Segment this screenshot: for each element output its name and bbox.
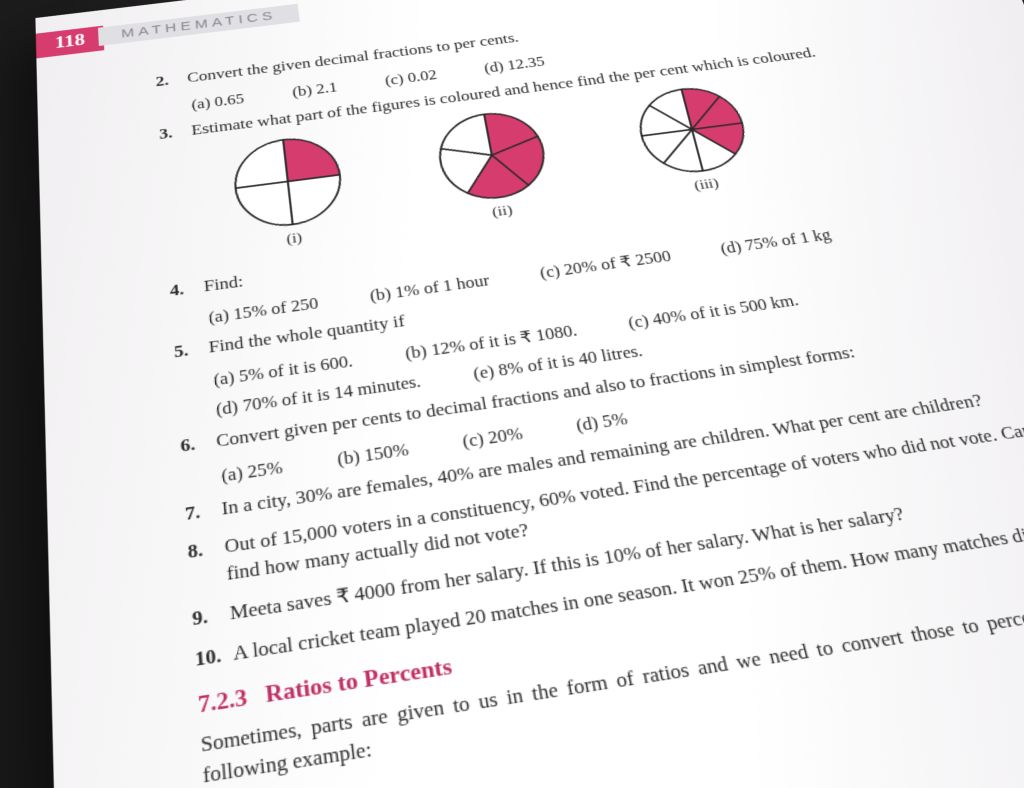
- pie-2: (ii): [431, 106, 558, 229]
- page-number-tab: 118: [36, 26, 104, 59]
- option-b: (b) 150%: [336, 438, 410, 473]
- question-number: 9.: [191, 600, 231, 634]
- option-a: (a) 0.65: [191, 90, 245, 116]
- pie-1: (i): [229, 131, 350, 257]
- question-number: 5.: [173, 336, 209, 364]
- option-c: (c) 20%: [461, 422, 525, 455]
- question-number: 3.: [159, 121, 193, 145]
- section-number: 7.2.3: [197, 685, 248, 718]
- question-number: 7.: [184, 496, 222, 528]
- page-header: MATHEMATICS: [98, 4, 300, 46]
- question-number: 2.: [155, 69, 188, 92]
- pie-chart-icon: [431, 106, 554, 206]
- question-number: 4.: [169, 275, 205, 302]
- pie-chart-icon: [630, 81, 757, 179]
- option-d: (d) 12.35: [483, 52, 547, 78]
- question-number: 6.: [180, 429, 218, 459]
- pie-3: (iii): [630, 81, 763, 202]
- option-d: (d) 5%: [574, 407, 630, 438]
- option-b: (b) 2.1: [291, 78, 338, 103]
- question-number: 8.: [187, 534, 228, 594]
- question-number: 10.: [194, 640, 234, 675]
- page-content: 2. Convert the given decimal fractions t…: [155, 0, 1024, 788]
- option-a: (a) 25%: [220, 456, 283, 490]
- pie-chart-icon: [229, 131, 347, 233]
- option-c: (c) 0.02: [384, 66, 439, 91]
- photo-frame: 118 MATHEMATICS 2. Convert the given dec…: [0, 0, 1024, 788]
- book-page: 118 MATHEMATICS 2. Convert the given dec…: [35, 0, 1024, 788]
